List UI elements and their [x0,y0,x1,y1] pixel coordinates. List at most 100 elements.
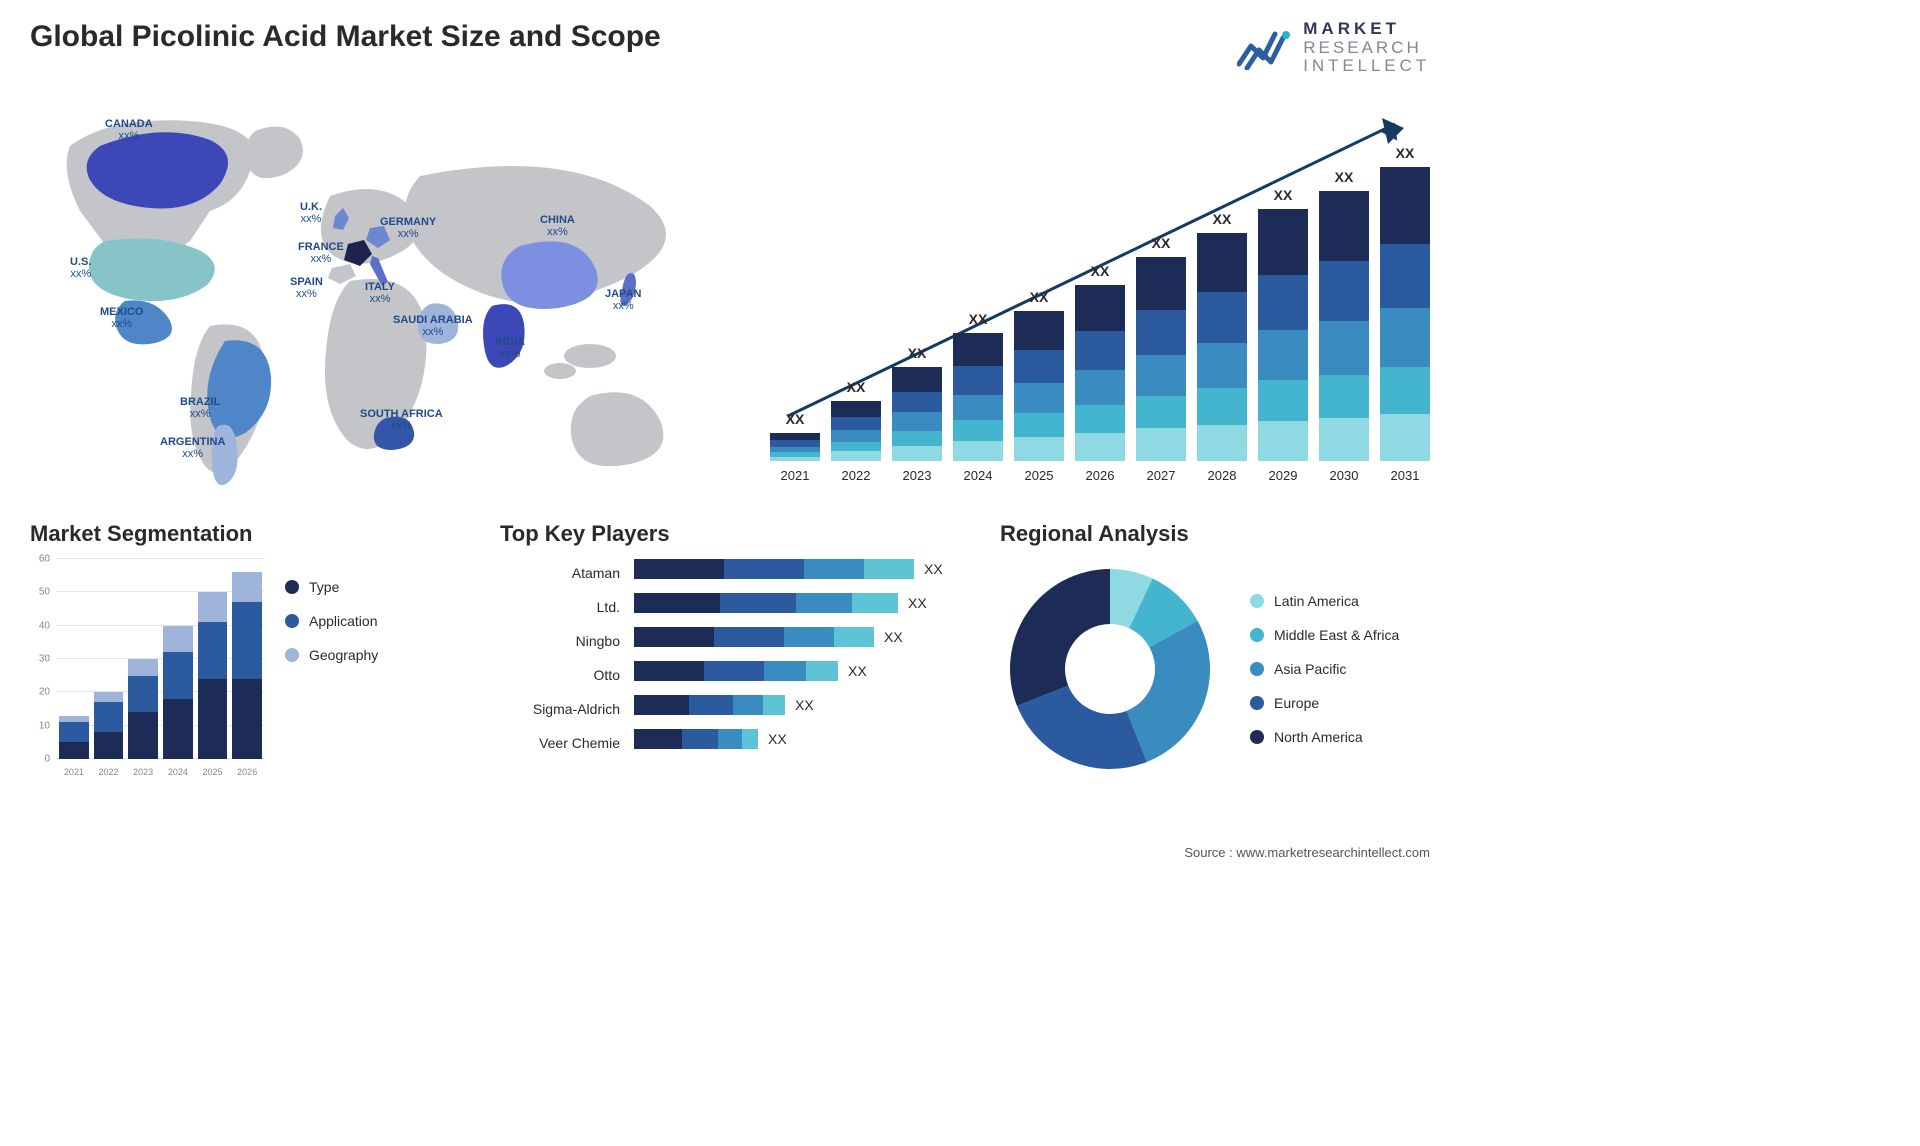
growth-year-label: 2021 [781,468,810,483]
seg-ytick: 0 [44,754,50,765]
logo-text: MARKET RESEARCH INTELLECT [1303,20,1430,76]
growth-seg [953,366,1003,394]
growth-year-label: 2025 [1025,468,1054,483]
legend-label: Geography [309,647,378,663]
legend-item-europe: Europe [1250,695,1399,711]
seg-ytick: 60 [39,554,50,565]
legend-swatch-icon [285,648,299,662]
page-title: Global Picolinic Acid Market Size and Sc… [30,20,661,54]
growth-value-label: XX [969,311,988,327]
growth-seg [1380,244,1430,309]
player-bar [634,695,785,715]
legend-label: Type [309,579,339,595]
growth-seg [1136,396,1186,429]
regional-donut [1000,559,1220,779]
seg-col-2022: 2022 [94,692,124,759]
player-seg [634,593,720,613]
seg-seg-application [198,622,228,679]
growth-seg [1197,343,1247,389]
growth-seg [1075,331,1125,370]
growth-seg [892,431,942,446]
player-seg [834,627,874,647]
growth-bars: XX2021XX2022XX2023XX2024XX2025XX2026XX20… [770,161,1430,461]
map-label-argentina: ARGENTINAxx% [160,436,225,460]
growth-seg [770,457,820,461]
seg-seg-type [94,732,124,759]
regional-legend: Latin AmericaMiddle East & AfricaAsia Pa… [1250,593,1399,745]
player-seg [742,729,758,749]
growth-year-label: 2031 [1391,468,1420,483]
legend-label: Asia Pacific [1274,661,1346,677]
player-row-ningbo: XX [634,627,970,647]
brand-logo: MARKET RESEARCH INTELLECT [1237,20,1430,76]
growth-year-label: 2028 [1208,468,1237,483]
map-label-india: INDIAxx% [495,336,525,360]
players-labels: AtamanLtd.NingboOttoSigma-AldrichVeer Ch… [500,559,620,753]
player-value-label: XX [795,697,814,713]
seg-seg-geography [198,592,228,622]
legend-item-geography: Geography [285,647,378,663]
growth-seg [892,367,942,391]
seg-ytick: 30 [39,654,50,665]
player-bar [634,729,758,749]
player-seg [804,559,864,579]
growth-seg [770,433,820,440]
growth-seg [1197,292,1247,342]
growth-value-label: XX [908,345,927,361]
source-text: Source : www.marketresearchintellect.com [1184,845,1430,860]
legend-swatch-icon [1250,594,1264,608]
segmentation-title: Market Segmentation [30,521,470,547]
seg-seg-application [163,652,193,699]
growth-year-label: 2023 [903,468,932,483]
growth-seg [1136,310,1186,355]
growth-col-2022: XX2022 [831,379,881,461]
seg-xlabel: 2026 [237,767,257,777]
growth-seg [1075,405,1125,433]
growth-seg [831,401,881,417]
seg-xlabel: 2022 [98,767,118,777]
legend-label: Latin America [1274,593,1359,609]
regional-panel: Regional Analysis Latin AmericaMiddle Ea… [1000,521,1430,779]
growth-value-label: XX [1213,211,1232,227]
player-seg [634,627,714,647]
player-value-label: XX [884,629,903,645]
growth-col-2024: XX2024 [953,311,1003,461]
seg-col-2024: 2024 [163,626,193,759]
growth-value-label: XX [1152,235,1171,251]
growth-seg [1014,437,1064,461]
growth-value-label: XX [1335,169,1354,185]
player-seg [806,661,838,681]
seg-seg-geography [163,626,193,653]
player-bar [634,661,838,681]
growth-year-label: 2030 [1330,468,1359,483]
growth-seg [1258,275,1308,330]
growth-seg [1258,380,1308,420]
seg-col-2025: 2025 [198,592,228,759]
donut-slice-north-america [1010,569,1110,706]
player-value-label: XX [768,731,787,747]
player-seg [763,695,785,715]
growth-chart: XX2021XX2022XX2023XX2024XX2025XX2026XX20… [770,106,1430,486]
donut-chart-icon [1000,559,1220,779]
seg-xlabel: 2023 [133,767,153,777]
player-seg [784,627,834,647]
growth-seg [831,451,881,461]
growth-value-label: XX [1274,187,1293,203]
seg-seg-application [94,702,124,732]
growth-seg [953,441,1003,461]
players-bars: XXXXXXXXXXXX [634,559,970,753]
segmentation-legend: TypeApplicationGeography [285,559,378,779]
legend-swatch-icon [1250,696,1264,710]
map-label-canada: CANADAxx% [105,118,153,142]
player-seg [718,729,742,749]
growth-seg [1014,311,1064,350]
player-value-label: XX [924,561,943,577]
legend-swatch-icon [1250,730,1264,744]
growth-seg [1319,191,1369,261]
player-row-ataman: XX [634,559,970,579]
player-seg [689,695,733,715]
growth-seg [1380,367,1430,414]
growth-seg [1319,321,1369,375]
seg-seg-geography [128,659,158,676]
legend-swatch-icon [1250,662,1264,676]
